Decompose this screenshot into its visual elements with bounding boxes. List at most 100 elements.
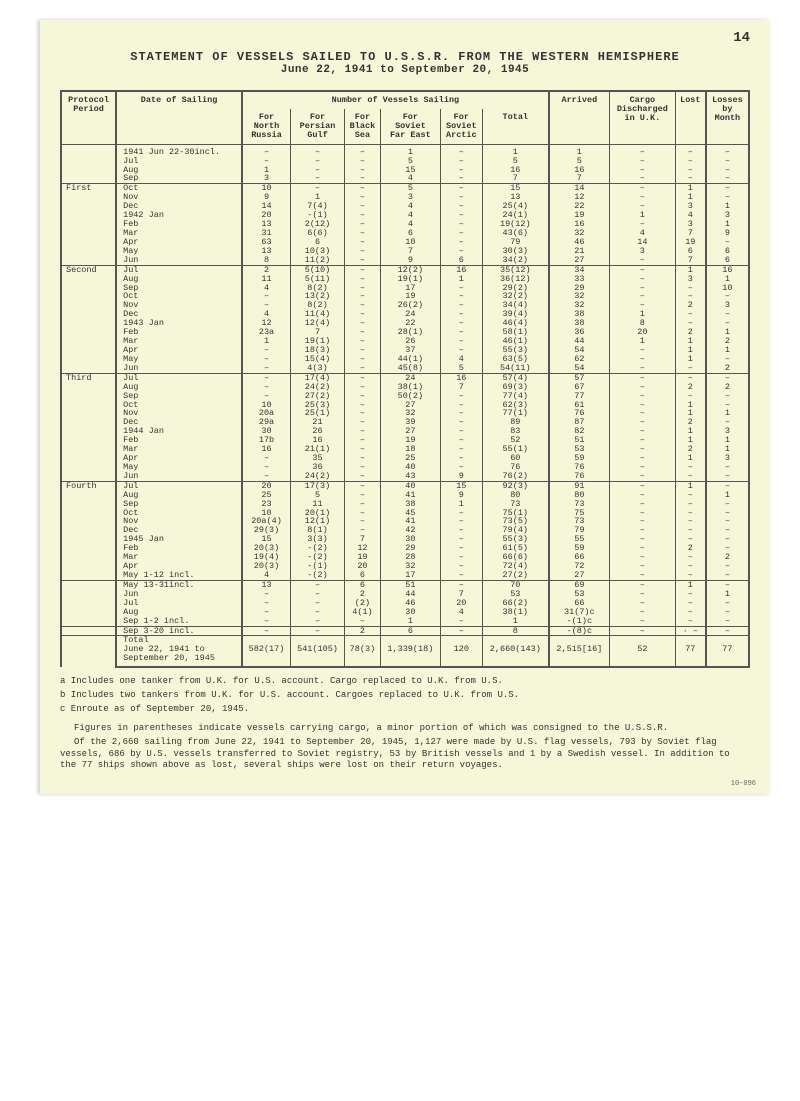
col-protocol: ProtocolPeriod [61, 91, 116, 144]
footnote-c: c Enroute as of September 20, 1945. [60, 704, 750, 716]
data-cell: – [291, 626, 345, 636]
data-cell: 6 [706, 256, 749, 265]
data-cell [549, 654, 610, 667]
data-cell: 76 [549, 472, 610, 481]
protocol-cell: Fourth [61, 481, 116, 580]
col-date: Date of Sailing [116, 91, 242, 144]
data-cell [482, 654, 549, 667]
data-cell: 2,515[16] [549, 645, 610, 654]
data-cell: 120 [440, 645, 482, 654]
data-cell: – [609, 472, 675, 481]
table-row: Aug1––15–1616––– [61, 166, 749, 175]
col-black: ForBlackSea [344, 109, 380, 144]
data-cell: – [291, 144, 345, 156]
data-cell [380, 654, 440, 667]
col-losses: LossesbyMonth [706, 91, 749, 144]
date-cell: Sep 1-2 incl. [116, 617, 242, 626]
data-cell: – [344, 364, 380, 373]
data-cell: · – [675, 626, 706, 636]
data-cell: – [706, 626, 749, 636]
data-cell: 77 [706, 645, 749, 654]
table-row: Jun–24(2)–43976(2)76––– [61, 472, 749, 481]
data-cell: – [609, 626, 675, 636]
data-cell: – [609, 364, 675, 373]
data-cell: 11(2) [291, 256, 345, 265]
table-row: May1310(3)–7–30(3)21366 [61, 247, 749, 256]
data-cell: – [242, 617, 291, 626]
data-cell [675, 654, 706, 667]
data-cell: – [706, 144, 749, 156]
data-cell: – [344, 256, 380, 265]
data-cell: 6 [440, 256, 482, 265]
small-print: 10-096 [731, 780, 756, 788]
data-cell [242, 654, 291, 667]
data-cell [291, 654, 345, 667]
data-cell: 34(2) [482, 256, 549, 265]
data-cell: 78(3) [344, 645, 380, 654]
protocol-cell: First [61, 184, 116, 265]
table-header: ProtocolPeriod Date of Sailing Number of… [61, 91, 749, 144]
date-cell: Jun [116, 364, 242, 373]
data-cell: 9 [440, 472, 482, 481]
table-row: Sep 1-2 incl.–––1–1-(1)c––– [61, 617, 749, 626]
table-row: 1942 Jan20-(1)–4–24(1)19143 [61, 211, 749, 220]
data-cell: -(1)c [549, 617, 610, 626]
protocol-cell: Third [61, 373, 116, 481]
data-cell: 27 [549, 256, 610, 265]
data-cell: 1 [549, 144, 610, 156]
footnotes: a Includes one tanker from U.K. for U.S.… [60, 676, 750, 772]
data-cell: 52 [609, 645, 675, 654]
footnote-para: Of the 2,660 sailing from June 22, 1941 … [60, 737, 750, 772]
data-cell: 9 [380, 256, 440, 265]
data-cell: 1 [380, 144, 440, 156]
title-line-2: June 22, 1941 to September 20, 1945 [60, 64, 750, 76]
col-group-sailing: Number of Vessels Sailing [242, 91, 549, 109]
footnote-b: b Includes two tankers from U.K. for U.S… [60, 690, 750, 702]
table-row: Nov91–3–1312–1– [61, 193, 749, 202]
col-arrived: Arrived [549, 91, 610, 144]
date-cell: Jun [116, 472, 242, 481]
data-cell: – [242, 626, 291, 636]
data-cell: – [675, 472, 706, 481]
data-cell: 76(2) [482, 472, 549, 481]
data-cell: 2,660(143) [482, 645, 549, 654]
data-cell: 54(11) [482, 364, 549, 373]
data-cell: – [344, 617, 380, 626]
data-cell: – [242, 144, 291, 156]
data-cell: – [675, 617, 706, 626]
col-total: Total [482, 109, 549, 144]
date-cell: Sep 3-20 incl. [116, 626, 242, 636]
table-row: Feb132(12)–4–19(12)16–31 [61, 220, 749, 229]
document-page: 14 STATEMENT OF VESSELS SAILED TO U.S.S.… [40, 20, 770, 794]
data-cell: – [440, 617, 482, 626]
table-row: Jun811(2)–9634(2)27–76 [61, 256, 749, 265]
data-cell: – [344, 472, 380, 481]
data-cell: 77 [675, 645, 706, 654]
table-row: Dec147(4)–4–25(4)22–31 [61, 202, 749, 211]
protocol-cell [61, 144, 116, 184]
table-row: FirstOct10––5–1514–1– [61, 184, 749, 193]
table-row: September 20, 1945 [61, 654, 749, 667]
data-cell: 54 [549, 364, 610, 373]
data-cell: 1 [482, 617, 549, 626]
table-row: Sep 3-20 incl.––26–8-(8)c–· –– [61, 626, 749, 636]
data-cell: 2 [344, 626, 380, 636]
date-cell: 1941 Jun 22-30incl. [116, 144, 242, 156]
table-row: Apr636–10–79461419– [61, 238, 749, 247]
data-cell: 1,339(18) [380, 645, 440, 654]
table-row: Sep3––4–77––– [61, 174, 749, 183]
data-cell: – [344, 144, 380, 156]
protocol-cell [61, 636, 116, 667]
data-cell [344, 654, 380, 667]
data-cell: – [706, 617, 749, 626]
table-row: 1941 Jun 22-30incl.–––1–11––– [61, 144, 749, 156]
table-body: 1941 Jun 22-30incl.–––1–11–––Jul–––5–55–… [61, 144, 749, 667]
data-cell: – [609, 256, 675, 265]
date-cell: September 20, 1945 [116, 654, 242, 667]
col-gulf: ForPersianGulf [291, 109, 345, 144]
data-cell: 8 [482, 626, 549, 636]
data-cell [609, 654, 675, 667]
data-cell: – [242, 472, 291, 481]
protocol-cell [61, 626, 116, 636]
protocol-cell [61, 580, 116, 626]
